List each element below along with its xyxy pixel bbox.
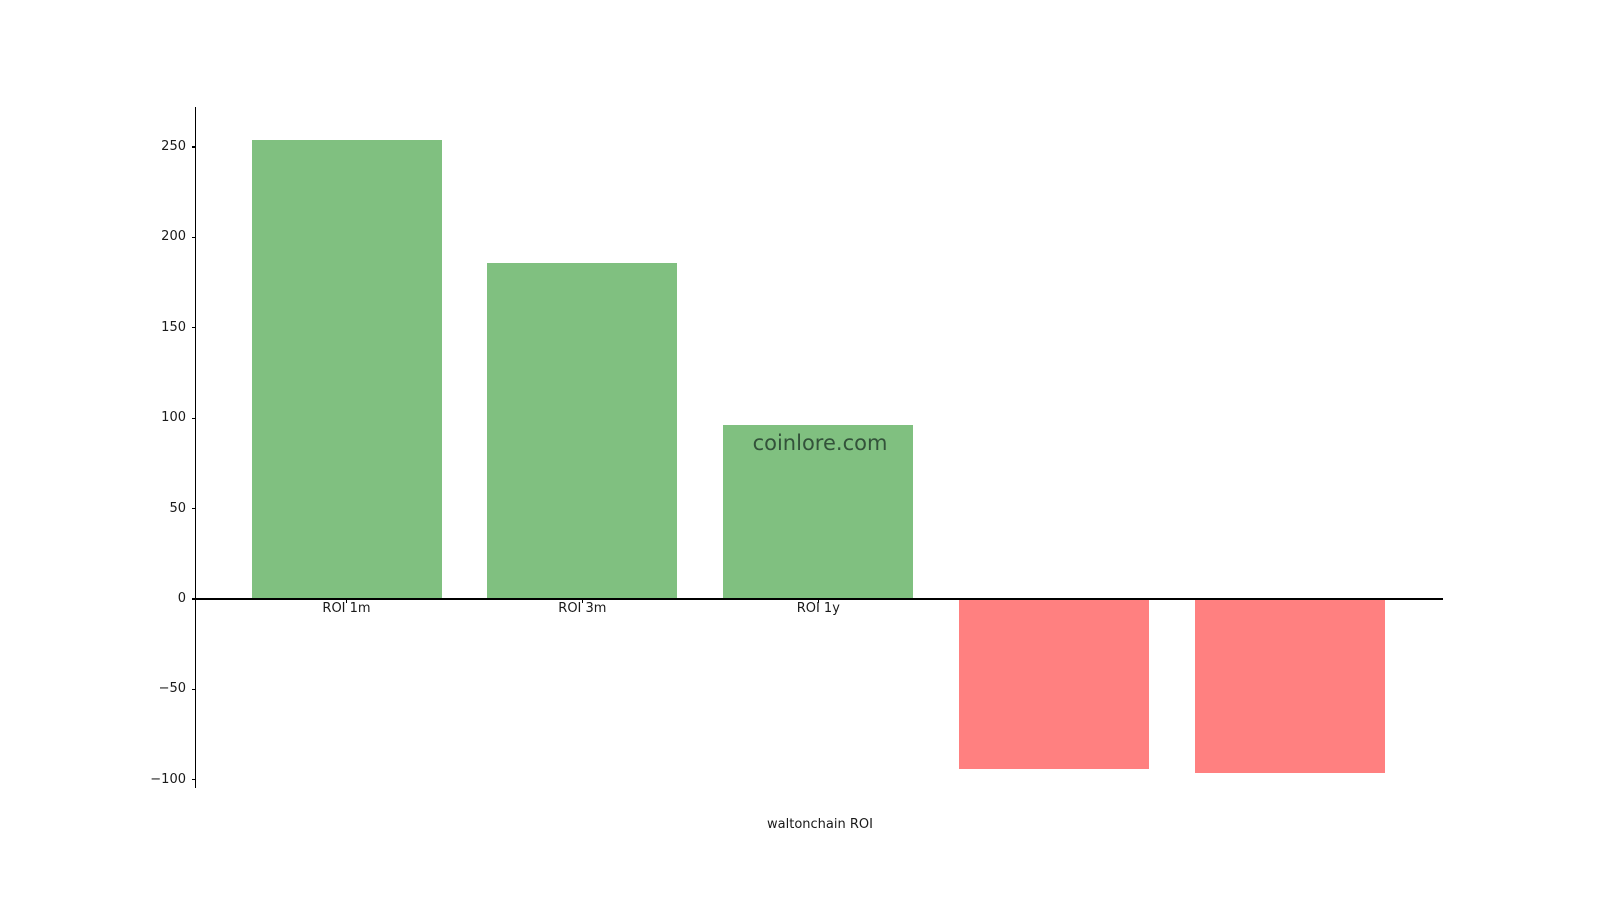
y-tick-label: 200 — [161, 229, 186, 245]
bar-roi-1y — [723, 425, 914, 599]
y-tick-label: 50 — [169, 500, 186, 516]
bar-roi-1m — [251, 139, 442, 599]
y-tick-mark — [191, 327, 196, 329]
x-tick-mark — [345, 599, 348, 603]
y-tick-mark — [191, 146, 196, 148]
y-axis-line — [194, 107, 197, 788]
x-tick-label: ROI 3m — [558, 601, 607, 616]
bar-negative-5 — [1195, 599, 1386, 773]
x-tick-label: ROI 1m — [322, 601, 371, 616]
y-tick-mark — [191, 507, 196, 510]
y-tick-label: −100 — [150, 771, 186, 787]
y-tick-label: 0 — [177, 591, 186, 606]
y-tick-label: −50 — [158, 681, 186, 697]
y-tick-mark — [191, 417, 196, 419]
y-tick-label: 100 — [161, 410, 186, 426]
x-tick-mark — [817, 599, 819, 603]
x-tick-label: ROI 1y — [796, 601, 840, 616]
watermark: coinlore.com — [752, 431, 888, 455]
y-tick-label: 150 — [161, 319, 186, 335]
x-axis-title: waltonchain ROI — [767, 817, 873, 832]
y-tick-mark — [191, 688, 196, 691]
bar-negative-4 — [959, 599, 1150, 769]
y-tick-mark — [191, 236, 196, 239]
bar-roi-3m — [487, 262, 678, 599]
y-tick-mark — [191, 779, 196, 781]
x-tick-mark — [581, 599, 584, 603]
y-tick-mark — [191, 598, 196, 600]
y-tick-label: 250 — [161, 139, 186, 154]
x-axis-line — [196, 598, 1443, 600]
